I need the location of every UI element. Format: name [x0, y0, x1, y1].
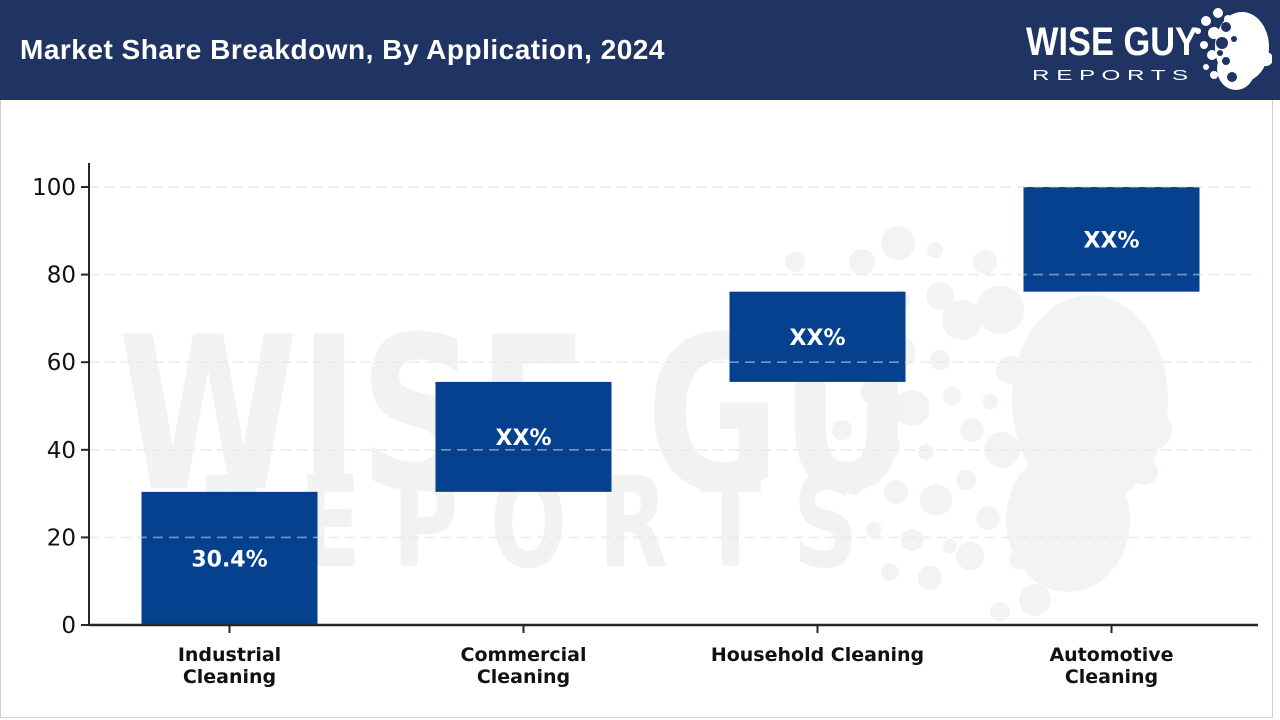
- bar-commercial-cleaning: [435, 381, 612, 492]
- y-tick-label-0: 0: [61, 613, 76, 639]
- y-tick-label-60: 60: [47, 350, 76, 376]
- brand-face-icon: [1195, 8, 1272, 90]
- bar-value-label-household-cleaning: XX%: [790, 326, 846, 351]
- brand-logo: WISE GUY R E P O R T S: [1026, 8, 1272, 90]
- y-tick-label-40: 40: [47, 438, 76, 464]
- x-category-label-automotive-cleaning: Automotive Cleaning: [1049, 644, 1173, 688]
- x-category-label-commercial-cleaning: Commercial Cleaning: [461, 644, 587, 688]
- bar-value-label-automotive-cleaning: XX%: [1084, 228, 1140, 253]
- y-tick-label-80: 80: [47, 263, 76, 289]
- y-tick-label-100: 100: [32, 175, 76, 201]
- header-banner: Market Share Breakdown, By Application, …: [0, 0, 1280, 100]
- bar-industrial-cleaning: [141, 491, 318, 625]
- bar-household-cleaning: [729, 291, 906, 382]
- bar-automotive-cleaning: [1023, 187, 1200, 292]
- bar-value-label-industrial-cleaning: 30.4%: [191, 547, 267, 572]
- y-tick-label-20: 20: [47, 525, 76, 551]
- brand-reports: R E P O R T S: [1032, 67, 1188, 84]
- chart-canvas: [0, 100, 1273, 718]
- x-category-label-industrial-cleaning: Industrial Cleaning: [178, 644, 281, 688]
- bar-value-label-commercial-cleaning: XX%: [496, 426, 552, 451]
- page-title: Market Share Breakdown, By Application, …: [20, 34, 665, 65]
- brand-wordmark: WISE GUY: [1026, 20, 1198, 64]
- x-category-label-household-cleaning: Household Cleaning: [711, 644, 924, 666]
